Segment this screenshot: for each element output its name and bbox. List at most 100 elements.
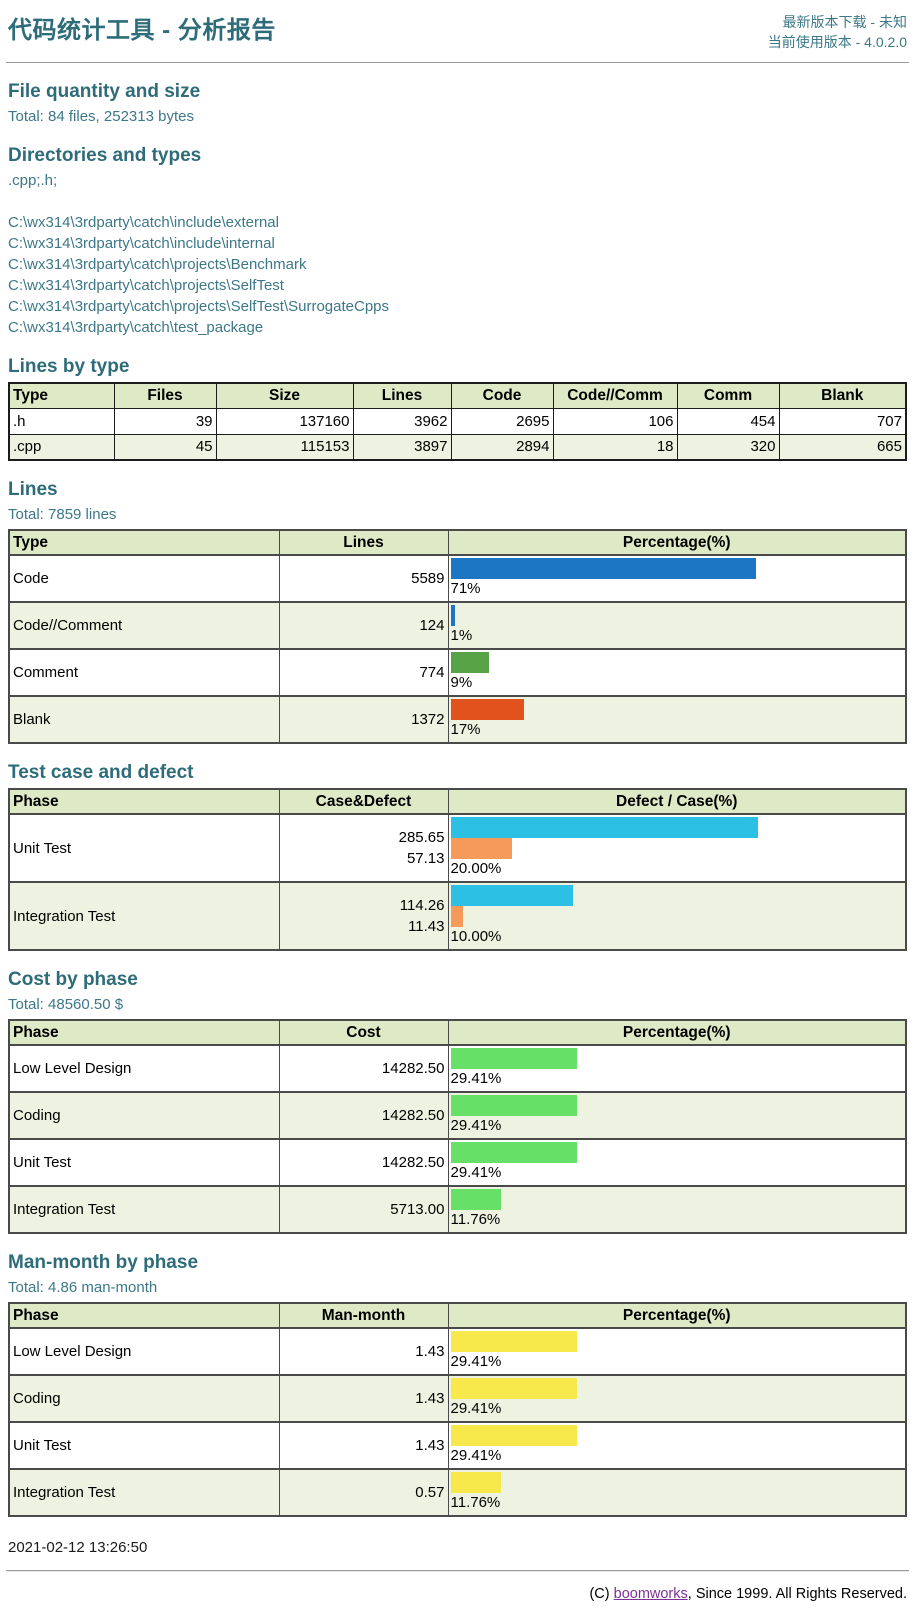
- case-bar: [450, 885, 574, 906]
- percentage-cell: 9%: [447, 648, 907, 697]
- lines-cell: 3962: [352, 407, 452, 435]
- ratio-cell: 20.00%: [447, 813, 907, 883]
- directories-section-heading: Directories and types: [8, 145, 202, 166]
- table-row: Unit Test 14282.50 29.41%: [8, 1138, 907, 1187]
- bar-area: 20.00%: [450, 817, 881, 879]
- type-cell: Comment: [8, 648, 280, 697]
- lines-value-cell: 1372: [278, 695, 449, 744]
- file-total-text: Total: 84 files, 252313 bytes: [8, 108, 194, 125]
- test-section-heading: Test case and defect: [8, 762, 194, 783]
- column-header: Type: [8, 529, 280, 556]
- column-header: Phase: [8, 1019, 280, 1046]
- bar-area: 29.41%: [450, 1048, 881, 1089]
- code-cell: 2894: [450, 433, 554, 461]
- manmonth-bar: [450, 1472, 502, 1493]
- phase-cell: Coding: [8, 1091, 280, 1140]
- percentage-label: 11.76%: [450, 1211, 501, 1228]
- type-cell: .cpp: [8, 433, 115, 461]
- code-comm-cell: 106: [552, 407, 678, 435]
- header-divider: [6, 62, 909, 63]
- lines-value-cell: 124: [278, 601, 449, 650]
- lines-total-text: Total: 7859 lines: [8, 506, 117, 523]
- bar-area: 71%: [450, 558, 881, 599]
- percentage-cell: 29.41%: [447, 1138, 907, 1187]
- manmonth-value-cell: 1.43: [278, 1421, 449, 1470]
- cost-value-cell: 14282.50: [278, 1044, 449, 1093]
- percentage-cell: 29.41%: [447, 1091, 907, 1140]
- comment-lines-bar: [450, 652, 490, 673]
- bar-area: 29.41%: [450, 1378, 881, 1419]
- column-header: Percentage(%): [447, 529, 907, 556]
- table-row: .cpp 45 115153 3897 2894 18 320 665: [8, 433, 907, 461]
- column-header: Blank: [778, 382, 907, 409]
- type-cell: Blank: [8, 695, 280, 744]
- manmonth-bar: [450, 1331, 577, 1352]
- cost-total-text: Total: 48560.50 $: [8, 996, 124, 1013]
- lines-value-cell: 774: [278, 648, 449, 697]
- bar-area: 29.41%: [450, 1331, 881, 1372]
- table-header-row: Type Lines Percentage(%): [8, 529, 907, 556]
- report-header: 代码统计工具 - 分析报告 最新版本下载 - 未知 当前使用版本 - 4.0.2…: [8, 6, 907, 52]
- report-timestamp: 2021-02-12 13:26:50: [8, 1539, 148, 1556]
- ratio-label: 20.00%: [450, 860, 502, 877]
- test-chart-table: Phase Case&Defect Defect / Case(%) Unit …: [8, 788, 907, 951]
- bar-area: 9%: [450, 652, 881, 693]
- percentage-cell: 29.41%: [447, 1327, 907, 1376]
- percentage-label: 29.41%: [450, 1164, 502, 1181]
- table-row: Comment 774 9%: [8, 648, 907, 697]
- files-cell: 45: [113, 433, 217, 461]
- percentage-cell: 1%: [447, 601, 907, 650]
- ratio-label: 10.00%: [450, 928, 502, 945]
- cost-value-cell: 14282.50: [278, 1091, 449, 1140]
- latest-version-link[interactable]: 最新版本下载 - 未知: [782, 14, 907, 30]
- table-row: Integration Test 5713.00 11.76%: [8, 1185, 907, 1234]
- column-header: Man-month: [278, 1302, 449, 1329]
- cost-section-heading: Cost by phase: [8, 969, 138, 990]
- size-cell: 115153: [215, 433, 354, 461]
- directory-list: C:\wx314\3rdparty\catch\include\external…: [8, 212, 907, 338]
- phase-cell: Coding: [8, 1374, 280, 1423]
- phase-cell: Integration Test: [8, 1185, 280, 1234]
- boomworks-link[interactable]: boomworks: [613, 1586, 688, 1602]
- version-info: 最新版本下载 - 未知 当前使用版本 - 4.0.2.0: [768, 12, 907, 52]
- percentage-cell: 17%: [447, 695, 907, 744]
- table-row: Code 5589 71%: [8, 554, 907, 603]
- column-header: Size: [215, 382, 354, 409]
- percentage-cell: 11.76%: [447, 1468, 907, 1517]
- directory-path: C:\wx314\3rdparty\catch\include\external: [8, 214, 279, 231]
- bar-area: 29.41%: [450, 1095, 881, 1136]
- defect-value: 11.43: [408, 918, 445, 935]
- bar-area: 29.41%: [450, 1425, 881, 1466]
- phase-cell: Low Level Design: [8, 1044, 280, 1093]
- table-row: Low Level Design 14282.50 29.41%: [8, 1044, 907, 1093]
- column-header: Lines: [352, 382, 452, 409]
- table-row: Coding 14282.50 29.41%: [8, 1091, 907, 1140]
- ratio-cell: 10.00%: [447, 881, 907, 951]
- table-row: Low Level Design 1.43 29.41%: [8, 1327, 907, 1376]
- column-header: Code//Comm: [552, 382, 678, 409]
- page-title: 代码统计工具 - 分析报告: [8, 17, 276, 44]
- percentage-cell: 11.76%: [447, 1185, 907, 1234]
- blank-cell: 707: [778, 407, 907, 435]
- defect-bar: [450, 906, 463, 927]
- percentage-label: 17%: [450, 721, 481, 738]
- percentage-cell: 29.41%: [447, 1421, 907, 1470]
- column-header: Phase: [8, 788, 280, 815]
- cost-value-cell: 5713.00: [278, 1185, 449, 1234]
- column-header: Case&Defect: [278, 788, 449, 815]
- percentage-label: 29.41%: [450, 1070, 502, 1087]
- percentage-cell: 71%: [447, 554, 907, 603]
- copyright-line: (C) boomworks, Since 1999. All Rights Re…: [8, 1586, 907, 1602]
- cost-bar: [450, 1189, 502, 1210]
- column-header: Percentage(%): [447, 1302, 907, 1329]
- cost-bar: [450, 1142, 577, 1163]
- percentage-label: 71%: [450, 580, 481, 597]
- size-cell: 137160: [215, 407, 354, 435]
- percentage-label: 29.41%: [450, 1117, 502, 1134]
- percentage-cell: 29.41%: [447, 1044, 907, 1093]
- type-cell: .h: [8, 407, 115, 435]
- blank-cell: 665: [778, 433, 907, 461]
- phase-cell: Integration Test: [8, 1468, 280, 1517]
- directory-path: C:\wx314\3rdparty\catch\projects\Benchma…: [8, 256, 307, 273]
